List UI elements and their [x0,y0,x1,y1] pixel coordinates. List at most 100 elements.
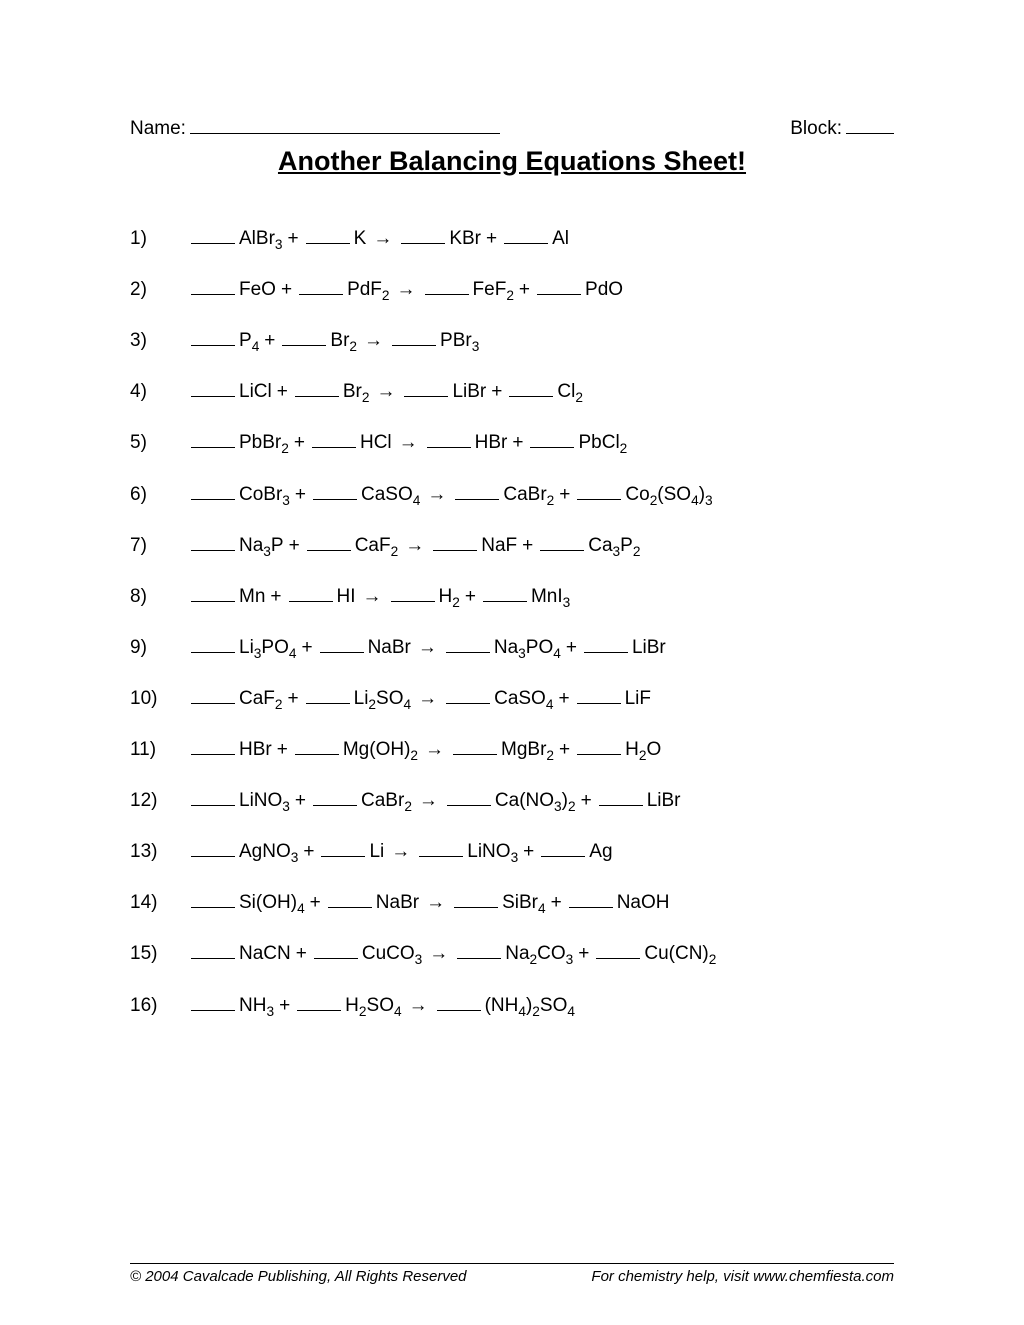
coefficient-blank[interactable] [392,329,436,346]
coefficient-blank[interactable] [314,942,358,959]
chemical-formula: Mg(OH)2 [343,739,418,761]
coefficient-blank[interactable] [289,585,333,602]
chemical-formula: H2O [625,739,661,761]
coefficient-blank[interactable] [191,738,235,755]
plus-sign: + [288,228,299,250]
chemical-formula: Li3PO4 [239,637,296,659]
chemical-formula: NaCN [239,943,291,965]
coefficient-blank[interactable] [455,482,499,499]
problem-number: 10) [130,688,188,710]
coefficient-blank[interactable] [504,227,548,244]
chemical-formula: FeO [239,279,276,301]
coefficient-blank[interactable] [320,636,364,653]
coefficient-blank[interactable] [530,431,574,448]
coefficient-blank[interactable] [191,534,235,551]
plus-sign: + [277,739,288,761]
plus-sign: + [512,432,523,454]
chemical-formula: LiF [625,688,651,710]
coefficient-blank[interactable] [191,329,235,346]
coefficient-blank[interactable] [454,891,498,908]
equation-body: LiCl + Br2 → LiBr + Cl2 [188,380,584,403]
coefficient-blank[interactable] [599,789,643,806]
coefficient-blank[interactable] [457,942,501,959]
chemical-formula: KBr [449,228,481,250]
chemical-formula: HBr [239,739,272,761]
coefficient-blank[interactable] [483,585,527,602]
coefficient-blank[interactable] [391,585,435,602]
coefficient-blank[interactable] [584,636,628,653]
coefficient-blank[interactable] [191,789,235,806]
coefficient-blank[interactable] [306,227,350,244]
coefficient-blank[interactable] [446,636,490,653]
coefficient-blank[interactable] [191,840,235,857]
plus-sign: + [277,381,288,403]
coefficient-blank[interactable] [577,738,621,755]
coefficient-blank[interactable] [447,789,491,806]
coefficient-blank[interactable] [321,840,365,857]
coefficient-blank[interactable] [427,431,471,448]
coefficient-blank[interactable] [282,329,326,346]
problem-row: 9) Li3PO4 + NaBr → Na3PO4 + LiBr [130,636,894,659]
coefficient-blank[interactable] [191,687,235,704]
coefficient-blank[interactable] [191,431,235,448]
equation-body: HBr + Mg(OH)2 → MgBr2 + H2O [188,738,662,761]
coefficient-blank[interactable] [191,482,235,499]
coefficient-blank[interactable] [191,942,235,959]
coefficient-blank[interactable] [191,227,235,244]
coefficient-blank[interactable] [540,534,584,551]
problem-row: 6) CoBr3 + CaSO4 → CaBr2 + Co2(SO4)3 [130,482,894,505]
coefficient-blank[interactable] [596,942,640,959]
coefficient-blank[interactable] [453,738,497,755]
coefficient-blank[interactable] [295,380,339,397]
name-blank[interactable] [190,115,500,134]
coefficient-blank[interactable] [307,534,351,551]
plus-sign: + [296,943,307,965]
coefficient-blank[interactable] [191,891,235,908]
coefficient-blank[interactable] [191,585,235,602]
chemical-formula: Cl2 [557,381,583,403]
coefficient-blank[interactable] [509,380,553,397]
coefficient-blank[interactable] [328,891,372,908]
coefficient-blank[interactable] [537,278,581,295]
coefficient-blank[interactable] [437,993,481,1010]
chemical-formula: Al [552,228,569,250]
coefficient-blank[interactable] [401,227,445,244]
coefficient-blank[interactable] [313,482,357,499]
coefficient-blank[interactable] [313,789,357,806]
coefficient-blank[interactable] [191,636,235,653]
coefficient-blank[interactable] [577,482,621,499]
coefficient-blank[interactable] [191,993,235,1010]
chemical-formula: NaF [481,535,517,557]
coefficient-blank[interactable] [191,278,235,295]
coefficient-blank[interactable] [299,278,343,295]
coefficient-blank[interactable] [446,687,490,704]
block-blank[interactable] [846,115,894,134]
equation-body: CaF2 + Li2SO4 → CaSO4 + LiF [188,687,652,710]
coefficient-blank[interactable] [419,840,463,857]
coefficient-blank[interactable] [295,738,339,755]
reaction-arrow: → [363,586,382,608]
plus-sign: + [270,586,281,608]
reaction-arrow: → [405,535,424,557]
coefficient-blank[interactable] [306,687,350,704]
coefficient-blank[interactable] [433,534,477,551]
chemical-formula: SiBr4 [502,892,546,914]
coefficient-blank[interactable] [191,380,235,397]
worksheet-title: Another Balancing Equations Sheet! [130,146,894,177]
reaction-arrow: → [376,381,395,403]
coefficient-blank[interactable] [425,278,469,295]
coefficient-blank[interactable] [577,687,621,704]
plus-sign: + [465,586,476,608]
coefficient-blank[interactable] [541,840,585,857]
chemical-formula: FeF2 [473,279,514,301]
chemical-formula: CaSO4 [361,484,420,506]
coefficient-blank[interactable] [312,431,356,448]
coefficient-blank[interactable] [569,891,613,908]
plus-sign: + [301,637,312,659]
equation-body: NH3 + H2SO4 → (NH4)2SO4 [188,993,576,1016]
problem-number: 9) [130,637,188,659]
coefficient-blank[interactable] [404,380,448,397]
coefficient-blank[interactable] [297,993,341,1010]
problem-row: 5) PbBr2 + HCl → HBr + PbCl2 [130,431,894,454]
reaction-arrow: → [425,739,444,761]
